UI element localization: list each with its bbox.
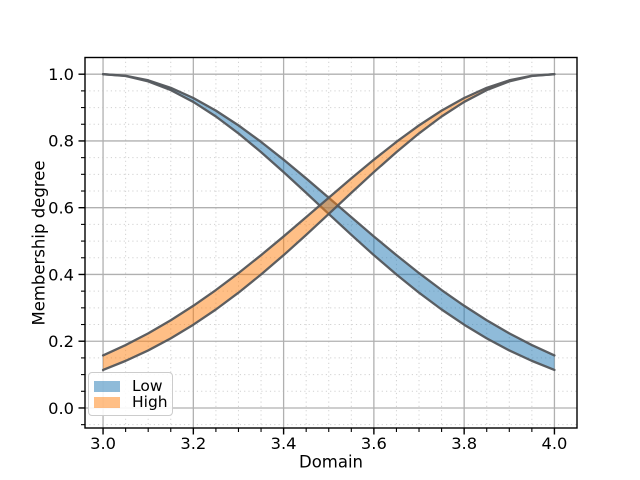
- x-tick-label: 3.0: [90, 434, 116, 453]
- tick-labels: 3.0 3.2 3.4 3.6 3.8 4.0 0.0 0.2 0.4 0.6 0.8 1.0: [48, 65, 567, 453]
- band-fill-low: [103, 74, 555, 370]
- y-tick-label: 0.8: [48, 132, 74, 151]
- x-tick-label: 4.0: [541, 434, 567, 453]
- x-tick-label: 3.8: [451, 434, 477, 453]
- y-tick-label: 0.2: [48, 332, 74, 351]
- axes-spines: [84, 56, 578, 429]
- y-tick-label: 1.0: [48, 65, 74, 84]
- minor-grid: [85, 57, 577, 428]
- ticks: [78, 73, 556, 435]
- x-axis-label: Domain: [298, 452, 364, 472]
- y-tick-label: 0.4: [48, 265, 74, 284]
- band-fill-high: [103, 74, 555, 370]
- band-lower-edge-high: [101, 73, 556, 372]
- legend-swatch-low-icon: [94, 380, 120, 392]
- band-edges-high: [101, 73, 556, 372]
- y-tick-label: 0.6: [48, 199, 74, 218]
- y-axis-label: Membership degree: [29, 160, 49, 326]
- x-tick-label: 3.4: [271, 434, 297, 453]
- x-tick-label: 3.6: [361, 434, 387, 453]
- legend-item-high: High: [94, 393, 168, 411]
- legend-label-low: Low: [132, 377, 163, 395]
- legend: Low High: [88, 372, 173, 416]
- legend-label-high: High: [132, 393, 168, 411]
- band-upper-edge-high: [101, 73, 556, 357]
- legend-item-low: Low: [94, 378, 166, 394]
- y-tick-label: 0.0: [48, 399, 74, 418]
- x-tick-label: 3.2: [180, 434, 206, 453]
- legend-swatch-high-icon: [94, 396, 120, 408]
